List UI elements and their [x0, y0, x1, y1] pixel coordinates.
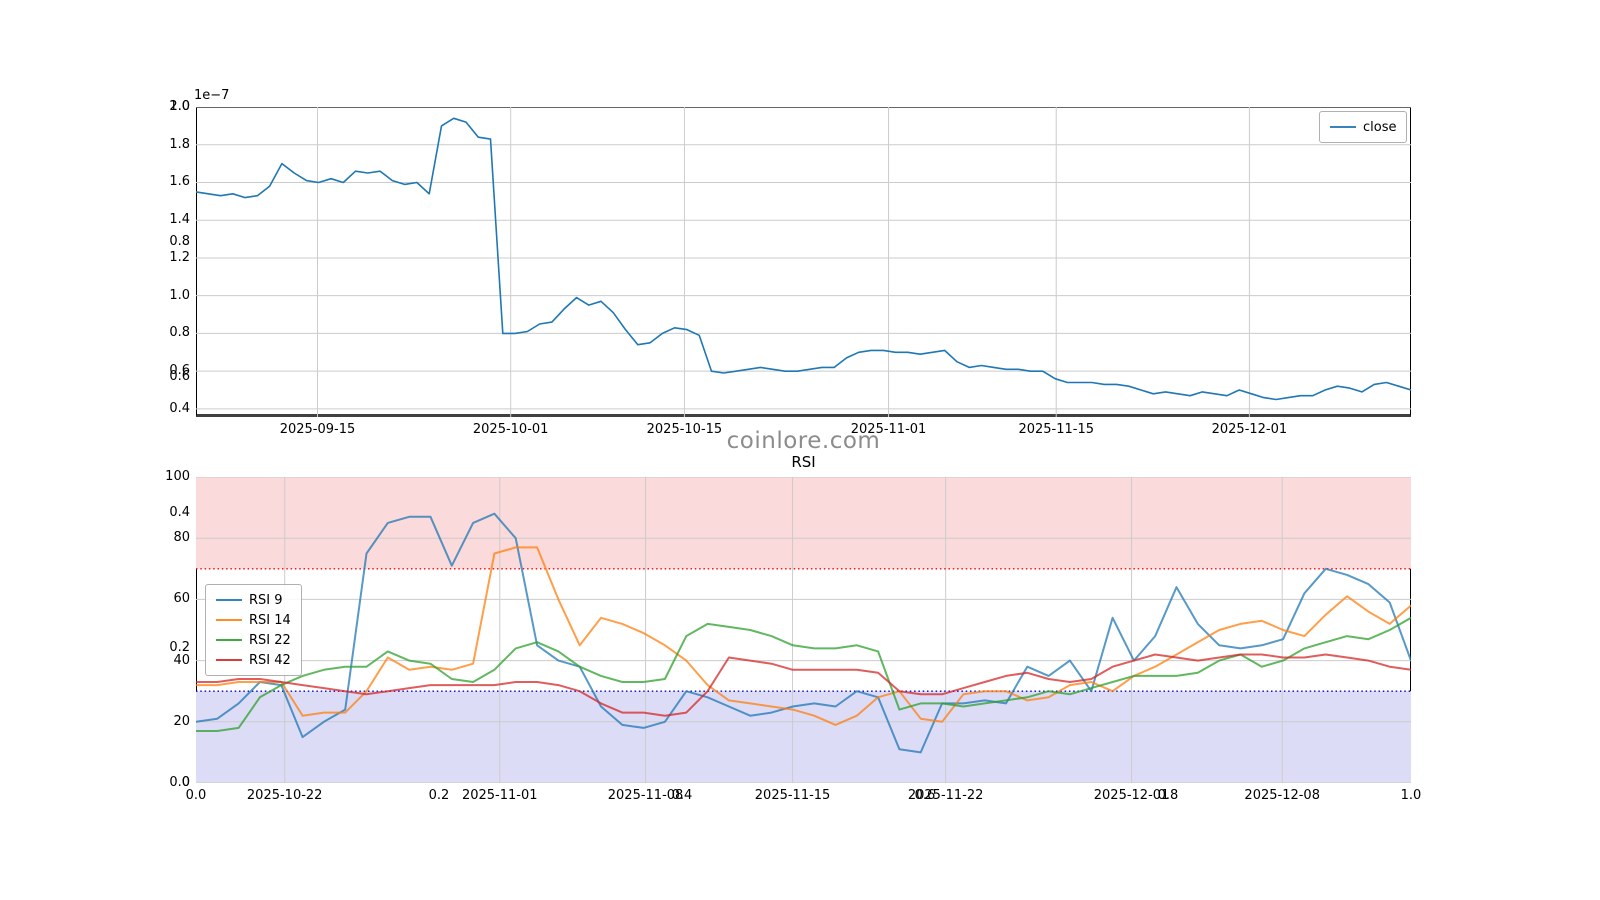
y-tick-label: 0.8	[169, 325, 190, 341]
close-legend: close	[1319, 111, 1408, 143]
x-tick-label: 2025-11-15	[754, 788, 831, 803]
legend-label: RSI 9	[249, 592, 283, 608]
x-tick-label: 2025-12-01	[1211, 422, 1288, 437]
x-tick-label: 0.0	[185, 788, 207, 803]
close-legend-line-icon	[1330, 126, 1356, 128]
x-tick-label: 2025-11-01	[850, 422, 927, 437]
y-tick-label: 0.0	[169, 775, 190, 790]
y-tick-label: 0.8	[169, 234, 190, 250]
x-tick-label: 0.6	[914, 788, 936, 803]
legend-item-close: close	[1330, 117, 1396, 137]
legend-item-rsi-22: RSI 22	[216, 630, 291, 650]
y-tick-label: 0.6	[169, 369, 190, 385]
price-chart-plot	[196, 107, 1411, 417]
y-tick-label: 1.2	[169, 249, 190, 265]
y-tick-label: 0.6	[169, 363, 190, 379]
y-tick-label: 1.4	[169, 212, 190, 228]
legend-item-rsi-9: RSI 9	[216, 590, 291, 610]
legend-line-icon	[216, 599, 242, 601]
y-tick-label: 0.4	[169, 400, 190, 416]
y-tick-label: 1.0	[169, 287, 190, 303]
legend-item-rsi-42: RSI 42	[216, 650, 291, 670]
y-tick-label: 0.4	[169, 504, 190, 520]
rsi-legend: RSI 9 RSI 14 RSI 22 RSI 42	[205, 584, 302, 676]
rsi-chart-plot	[196, 477, 1411, 783]
y-axis-offset-label: 1e−7	[194, 88, 230, 103]
x-tick-label: 2025-11-01	[461, 788, 538, 803]
x-tick-label: 2025-10-01	[472, 422, 549, 437]
x-tick-label: 2025-09-15	[279, 422, 356, 437]
x-tick-label: 2025-12-08	[1244, 788, 1320, 803]
legend-line-icon	[216, 659, 242, 661]
legend-line-icon	[216, 639, 242, 641]
x-tick-label: 2025-11-15	[1018, 422, 1094, 437]
close-legend-label: close	[1363, 119, 1397, 135]
y-tick-label: 20	[173, 713, 190, 729]
rsi-title: RSI	[791, 453, 816, 471]
x-tick-label: 0.2	[428, 788, 450, 803]
legend-label: RSI 42	[249, 652, 291, 668]
y-tick-label: 60	[173, 591, 190, 607]
x-tick-label: 1.0	[1400, 788, 1422, 803]
y-tick-label: 40	[173, 652, 190, 668]
x-tick-label: 2025-12-01	[1093, 788, 1170, 803]
y-tick-label: 1.0	[169, 99, 190, 114]
watermark: coinlore.com	[726, 428, 881, 454]
legend-line-icon	[216, 619, 242, 621]
y-tick-label: 100	[165, 469, 190, 484]
y-tick-label: 0	[181, 775, 190, 790]
legend-label: RSI 14	[249, 612, 291, 628]
x-tick-label: 0.8	[1157, 788, 1179, 803]
legend-label: RSI 22	[249, 632, 291, 648]
y-tick-label: 2.0	[169, 99, 190, 114]
x-tick-label: 2025-11-22	[907, 788, 984, 803]
x-tick-label: 2025-10-15	[646, 422, 723, 437]
y-tick-label: 80	[173, 530, 190, 546]
y-tick-label: 1.8	[169, 136, 190, 152]
legend-item-rsi-14: RSI 14	[216, 610, 291, 630]
y-tick-label: 1.6	[169, 174, 190, 190]
x-tick-label: 2025-11-08	[607, 788, 684, 803]
rsi-chart-panel	[196, 477, 1411, 783]
x-tick-label: 0.4	[671, 788, 693, 803]
y-tick-label: 0.2	[169, 639, 190, 655]
x-tick-label: 2025-10-22	[246, 788, 323, 803]
price-chart-panel	[196, 107, 1411, 417]
